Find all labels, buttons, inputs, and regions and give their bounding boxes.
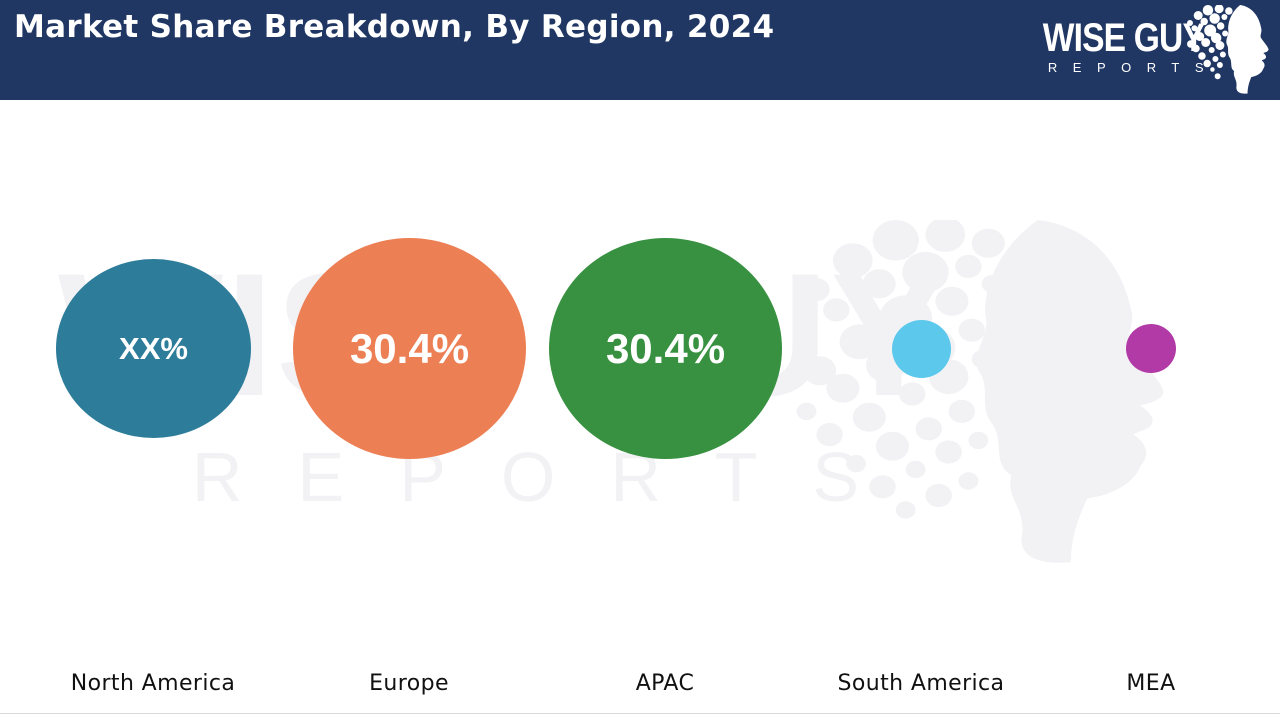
brand-name: WISE GUY [1042,16,1205,60]
bubble-mea [1126,324,1176,373]
bubble-europe: 30.4% [293,238,526,459]
bottom-divider [0,713,1280,714]
head-profile-logo-icon [1186,5,1269,94]
brand-subtitle: REPORTS [1047,60,1219,75]
region-label-apac: APAC [635,671,695,696]
bubble-value-label: XX% [119,330,188,366]
bubble-south-america [892,320,951,378]
region-label-south-america: South America [837,671,1005,696]
region-label-mea: MEA [1126,671,1176,696]
header-bar: Market Share Breakdown, By Region, 2024 … [0,0,1280,100]
head-profile-watermark-icon [793,220,1164,563]
bubble-value-label: 30.4% [605,324,726,372]
region-label-north-america: North America [70,671,236,696]
region-label-europe: Europe [369,671,449,696]
page-title: Market Share Breakdown, By Region, 2024 [14,9,775,45]
bubble-value-label: 30.4% [349,324,470,372]
bubble-apac: 30.4% [549,238,782,459]
brand-logo-text: WISE GUY REPORTS [1012,16,1205,75]
watermark-reports-text: REPORTS [192,438,915,516]
brand-logo: WISE GUY REPORTS [1032,0,1272,100]
bubble-north-america: XX% [56,259,251,438]
